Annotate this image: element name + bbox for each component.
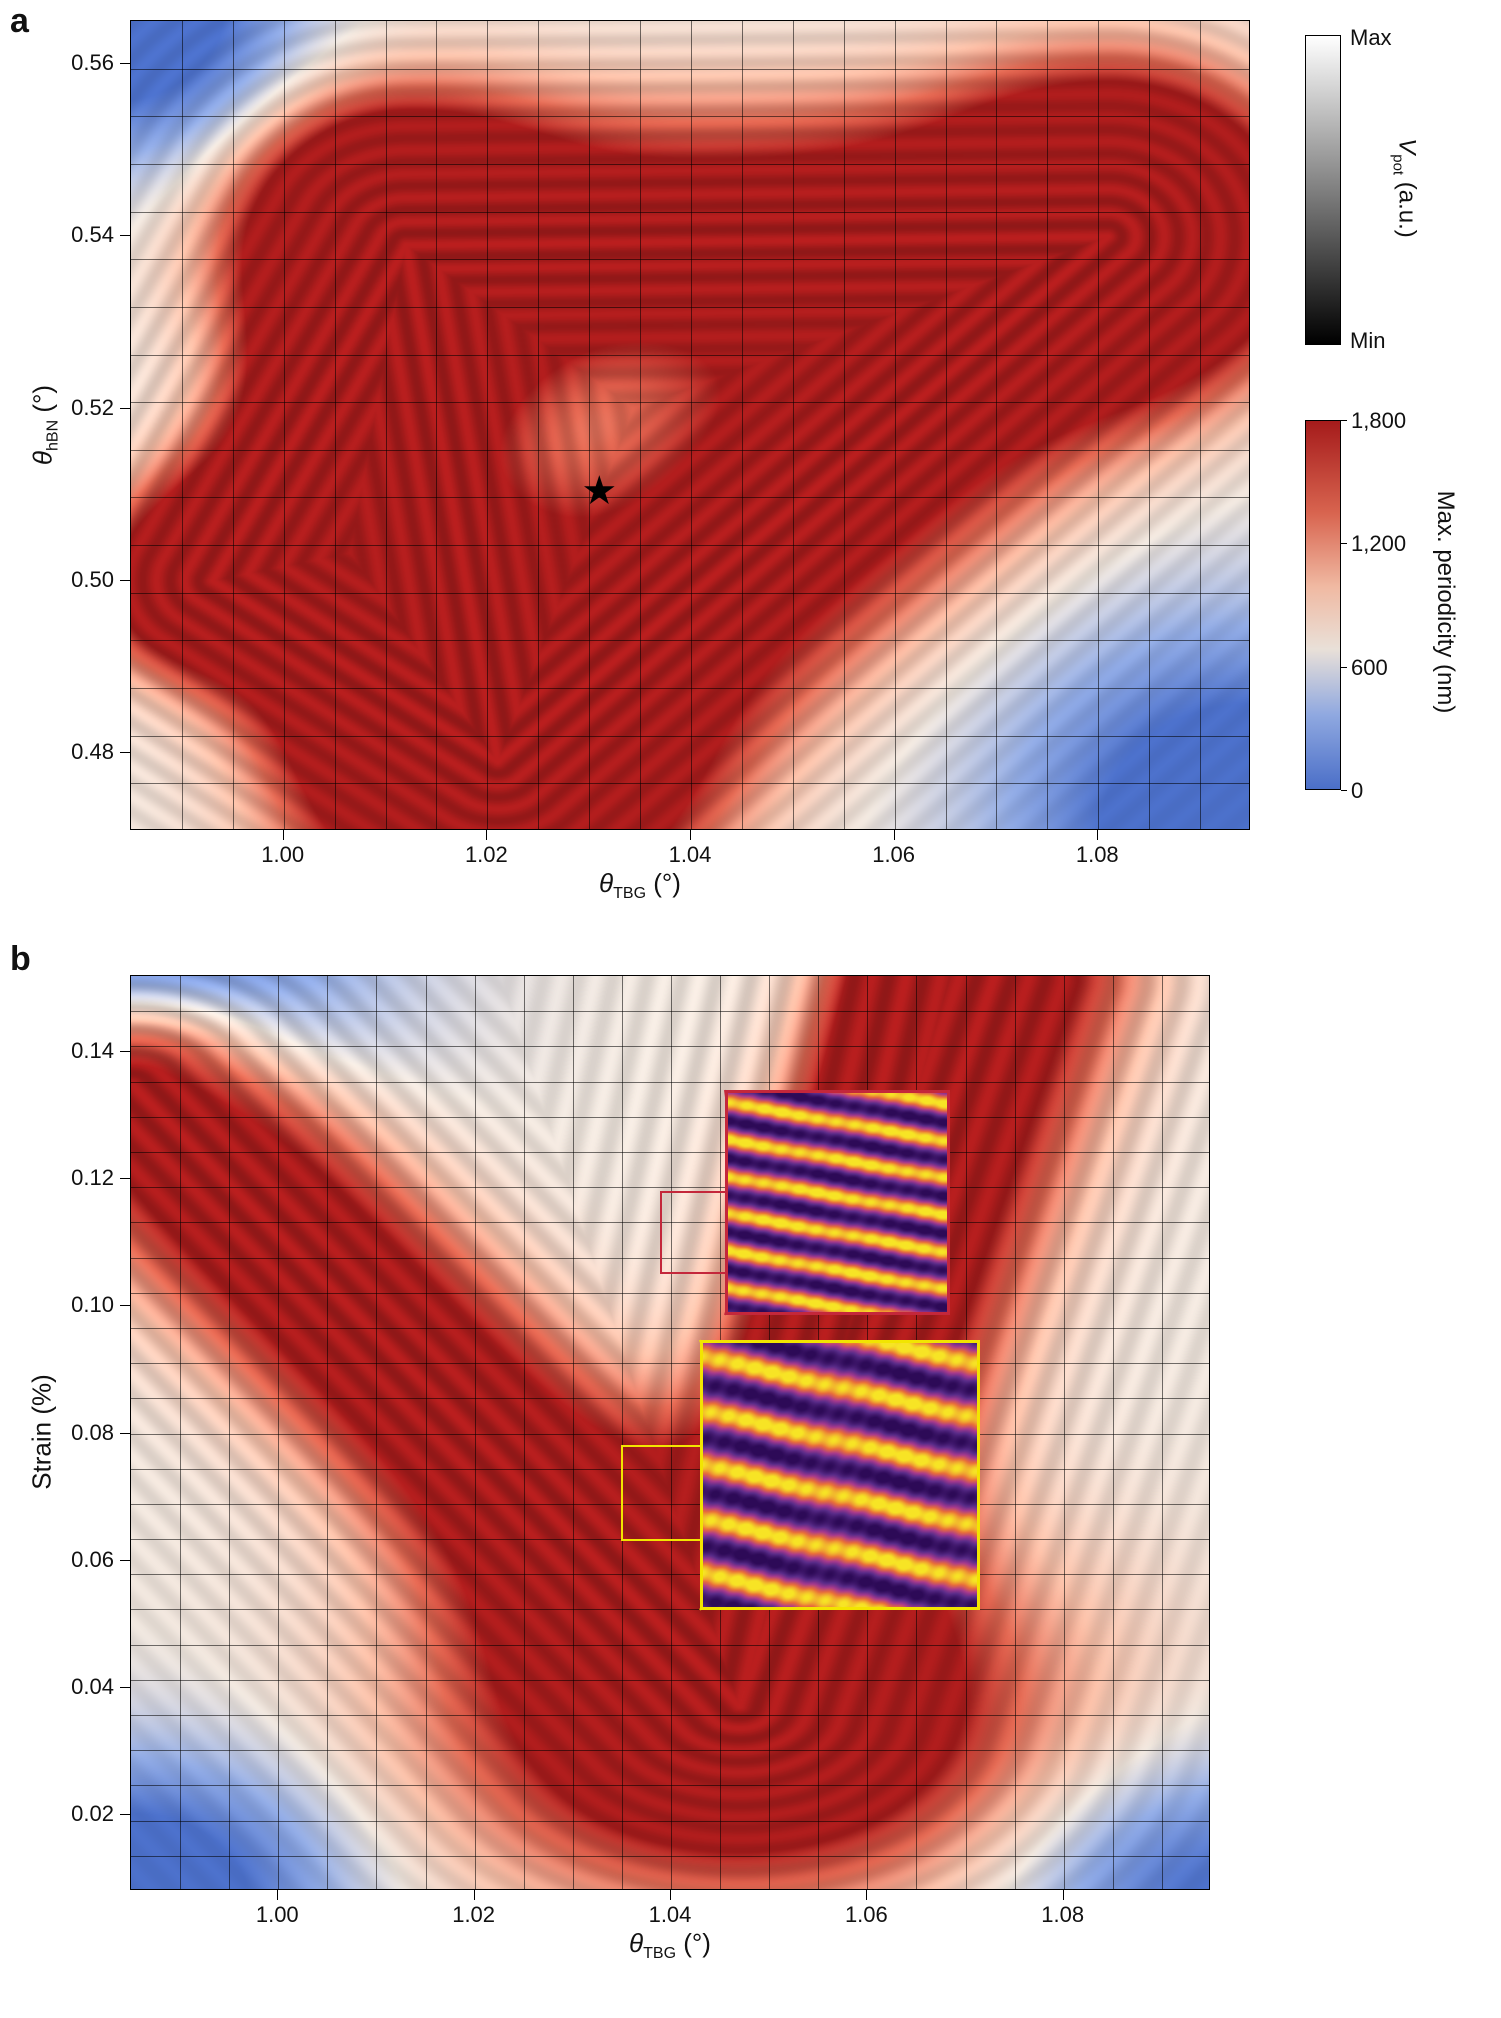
panel-b-label: b [10,940,31,979]
panel-a-ylabel: θhBN (°) [27,385,62,465]
xtick-label: 1.04 [669,842,712,868]
xtick-label: 1.08 [1076,842,1119,868]
panel-a-grid [131,21,1249,829]
panel-a-plot: ★ [130,20,1250,830]
colorbar-periodicity-tick: 1,200 [1351,531,1406,557]
colorbar-periodicity-tick: 0 [1351,778,1363,804]
ytick-label: 0.12 [54,1165,114,1191]
colorbar-periodicity-axis-label: Max. periodicity (nm) [1431,491,1459,714]
ytick-label: 0.52 [54,395,114,421]
ytick-label: 0.06 [54,1547,114,1573]
inset-yellow-display [700,1340,980,1610]
inset-red-display [725,1090,950,1315]
ytick-label: 0.50 [54,567,114,593]
xtick-label: 1.08 [1041,1902,1084,1928]
colorbar-vpot [1305,35,1341,345]
colorbar-vpot-min-label: Min [1350,328,1385,354]
ytick-label: 0.56 [54,50,114,76]
colorbar-periodicity-tick: 600 [1351,655,1388,681]
ytick-label: 0.54 [54,222,114,248]
xtick-label: 1.02 [452,1902,495,1928]
xtick-label: 1.06 [872,842,915,868]
panel-b-xlabel: θTBG (°) [629,1928,711,1963]
panel-b-grid [131,976,1209,1889]
ytick-label: 0.14 [54,1038,114,1064]
ytick-label: 0.04 [54,1674,114,1700]
panel-a-label: a [10,2,29,41]
xtick-label: 1.04 [649,1902,692,1928]
panel-a-xlabel: θTBG (°) [599,868,681,903]
xtick-label: 1.00 [261,842,304,868]
xtick-label: 1.02 [465,842,508,868]
colorbar-vpot-axis-label: Vpot (a.u.) [1390,138,1421,238]
panel-b-plot [130,975,1210,1890]
ytick-label: 0.48 [54,739,114,765]
ytick-label: 0.02 [54,1801,114,1827]
colorbar-periodicity [1305,420,1341,790]
panel-b-ylabel: Strain (%) [27,1374,58,1490]
colorbar-vpot-max-label: Max [1350,25,1392,51]
ytick-label: 0.08 [54,1420,114,1446]
colorbar-periodicity-tick: 1,800 [1351,408,1406,434]
xtick-label: 1.00 [256,1902,299,1928]
panel-a-star-marker: ★ [581,471,617,511]
ytick-label: 0.10 [54,1292,114,1318]
xtick-label: 1.06 [845,1902,888,1928]
figure-root: a ★ 1.00 1.02 1.04 1.06 1.08 0.48 0.50 0.52 0.54… [0,0,1501,2018]
